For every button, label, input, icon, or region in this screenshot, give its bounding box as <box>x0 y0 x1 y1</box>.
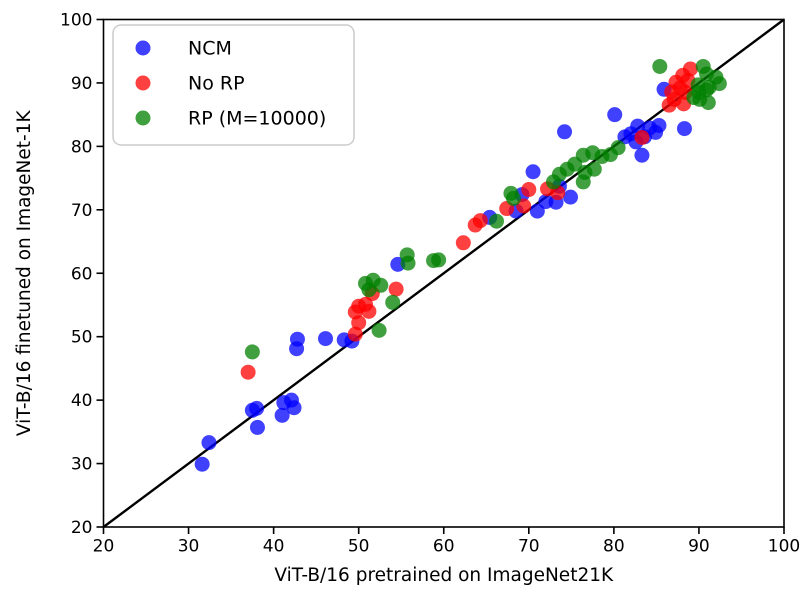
x-tick-label: 30 <box>178 537 200 557</box>
data-point <box>506 190 522 206</box>
data-point <box>630 118 646 134</box>
data-point <box>274 407 290 423</box>
data-point <box>607 107 623 123</box>
data-point <box>516 198 532 214</box>
y-tick-label: 20 <box>71 518 93 538</box>
y-tick-label: 30 <box>71 455 93 475</box>
legend-label: RP (M=10000) <box>188 108 326 130</box>
x-tick-label: 80 <box>603 537 625 557</box>
x-tick-label: 90 <box>688 537 710 557</box>
data-point <box>385 294 401 310</box>
data-point <box>244 344 260 360</box>
x-axis-label: ViT-B/16 pretrained on ImageNet21K <box>274 565 614 586</box>
data-point <box>651 117 667 133</box>
legend-label: NCM <box>188 38 232 60</box>
x-tick-label: 20 <box>93 537 115 557</box>
data-point <box>249 419 265 435</box>
data-point <box>586 161 602 177</box>
data-point <box>286 400 302 416</box>
legend-marker-icon <box>135 75 151 91</box>
data-point <box>634 147 650 163</box>
x-tick-label: 60 <box>433 537 455 557</box>
data-point <box>194 456 210 472</box>
data-point <box>388 281 404 297</box>
y-tick-label: 70 <box>71 201 93 221</box>
data-point <box>371 322 387 338</box>
legend-item-rp-m-10000-: RP (M=10000) <box>135 108 326 130</box>
x-tick-label: 40 <box>263 537 285 557</box>
data-point <box>557 124 573 140</box>
series-rp-m-10000- <box>244 58 727 360</box>
y-tick-label: 50 <box>71 328 93 348</box>
data-point <box>240 364 256 380</box>
legend-marker-icon <box>135 110 151 126</box>
legend: NCM No RP RP (M=10000) <box>112 24 355 146</box>
data-point <box>347 326 363 342</box>
x-tick-label: 50 <box>348 537 370 557</box>
data-point <box>488 213 504 229</box>
data-point <box>201 435 217 451</box>
data-point <box>682 61 698 77</box>
y-tick-label: 40 <box>71 391 93 411</box>
legend-item-no-rp: No RP <box>135 73 245 95</box>
y-axis-label: ViT-B/16 finetuned on ImageNet-1K <box>14 110 35 437</box>
data-point <box>361 282 377 298</box>
data-point <box>249 400 265 416</box>
legend-item-ncm: NCM <box>135 38 232 60</box>
data-point <box>373 277 389 293</box>
data-point <box>289 331 305 347</box>
legend-marker-icon <box>135 40 151 56</box>
data-point <box>711 76 727 92</box>
x-tick-label: 70 <box>518 537 540 557</box>
data-point <box>562 189 578 205</box>
data-point <box>400 255 416 271</box>
y-tick-label: 100 <box>60 11 92 31</box>
data-point <box>525 164 541 180</box>
legend-box <box>112 24 355 146</box>
data-point <box>455 235 471 251</box>
data-point <box>472 213 488 229</box>
data-point <box>652 58 668 74</box>
x-tick-label: 100 <box>768 537 800 557</box>
legend-label: No RP <box>188 73 245 95</box>
data-point <box>521 182 537 198</box>
data-point <box>610 140 626 156</box>
data-point <box>700 95 716 111</box>
data-point <box>431 252 447 268</box>
y-tick-label: 60 <box>71 264 93 284</box>
y-tick-label: 80 <box>71 137 93 157</box>
data-point <box>318 331 334 347</box>
data-point <box>361 303 377 319</box>
data-point <box>676 121 692 137</box>
data-point <box>634 129 650 145</box>
y-tick-label: 90 <box>71 74 93 94</box>
